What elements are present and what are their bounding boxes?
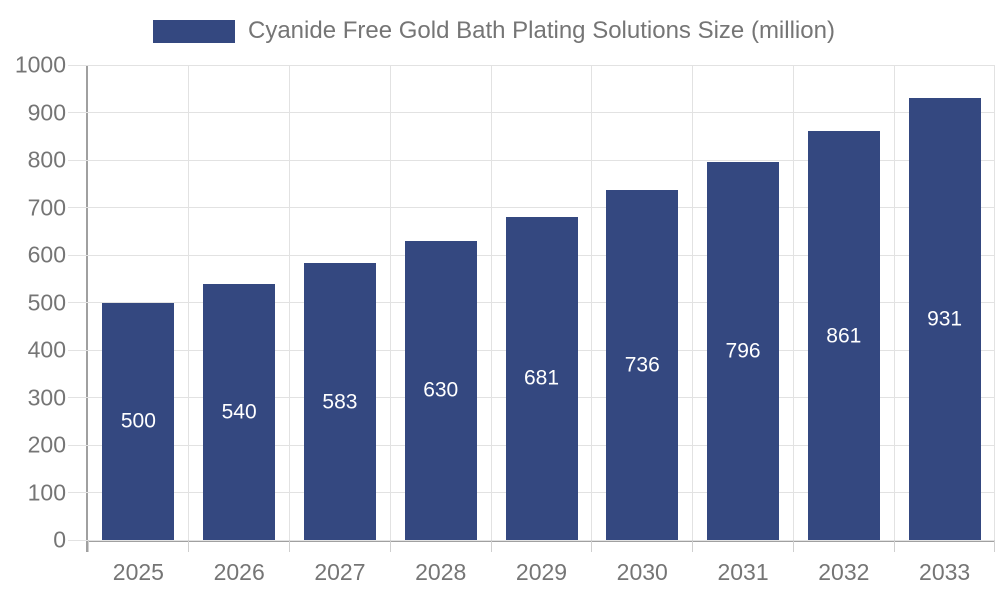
plot-area: 0 100 200 300 400 500 600 700 800 900 1000 500 2025 5… (15, 53, 995, 584)
bar: 736 (606, 190, 679, 540)
y-axis-label: 200 (27, 431, 66, 458)
x-axis-label: 2031 (717, 559, 769, 585)
bar-value-label: 861 (826, 324, 862, 348)
v-gridline (591, 65, 593, 540)
y-axis-label: 500 (27, 289, 66, 315)
x-axis-label: 2026 (213, 559, 265, 585)
x-axis-tick (994, 540, 995, 552)
x-axis-tick (188, 540, 190, 552)
bar-value-label: 681 (523, 366, 560, 390)
bar: 681 (505, 216, 578, 540)
h-gridline (68, 539, 995, 541)
v-gridline (993, 65, 995, 540)
x-axis-line (86, 540, 995, 542)
bar: 630 (404, 240, 477, 540)
bar: 931 (908, 97, 981, 540)
y-axis-line (86, 65, 88, 552)
h-gridline (68, 159, 995, 161)
bar: 500 (102, 302, 175, 540)
bar-value-label: 630 (423, 378, 459, 402)
y-axis-label: 800 (27, 146, 66, 173)
y-axis-label: 900 (27, 99, 66, 125)
legend-swatch[interactable] (153, 19, 235, 43)
y-axis-label: 0 (53, 526, 66, 553)
h-gridline (68, 207, 995, 208)
h-gridline (68, 112, 995, 113)
y-axis-label: 300 (27, 384, 66, 410)
bar-value-label: 583 (322, 390, 358, 414)
x-axis-tick (389, 540, 391, 552)
legend[interactable]: Cyanide Free Gold Bath Plating Solutions… (153, 17, 835, 46)
x-axis-tick (792, 540, 794, 552)
v-gridline (692, 65, 694, 540)
bar-value-label: 931 (927, 307, 963, 331)
bar: 540 (203, 283, 276, 540)
y-axis-label: 700 (27, 194, 66, 220)
x-axis-label: 2028 (415, 559, 467, 585)
y-axis-label: 600 (27, 241, 66, 268)
x-axis-tick (893, 540, 895, 552)
x-axis-label: 2032 (818, 559, 870, 585)
bar-value-label: 736 (624, 353, 660, 377)
legend-label[interactable]: Cyanide Free Gold Bath Plating Solutions… (248, 17, 835, 44)
v-gridline (389, 65, 391, 540)
v-gridline (893, 65, 895, 540)
x-axis-tick (88, 540, 89, 552)
h-gridline (68, 64, 995, 66)
y-axis-label: 100 (27, 479, 66, 505)
v-gridline (490, 65, 492, 540)
v-gridline (792, 65, 794, 540)
x-axis-tick (692, 540, 694, 552)
x-axis-tick (490, 540, 492, 552)
bar: 796 (707, 161, 780, 540)
x-axis-label: 2033 (919, 559, 971, 585)
v-gridline (188, 65, 190, 540)
x-axis-label: 2030 (616, 559, 668, 585)
bar: 583 (303, 263, 376, 540)
x-axis-label: 2029 (515, 559, 568, 585)
x-axis-label: 2027 (314, 559, 366, 585)
x-axis-tick (591, 540, 593, 552)
v-gridline (289, 65, 291, 540)
x-axis-tick (289, 540, 291, 552)
bar-value-label: 796 (725, 339, 761, 363)
bar: 861 (807, 131, 880, 540)
bar-value-label: 540 (221, 400, 257, 424)
x-axis-label: 2025 (112, 559, 164, 585)
y-axis-label: 400 (27, 336, 66, 363)
bar-value-label: 500 (120, 409, 156, 433)
y-axis-label: 1000 (14, 51, 66, 78)
